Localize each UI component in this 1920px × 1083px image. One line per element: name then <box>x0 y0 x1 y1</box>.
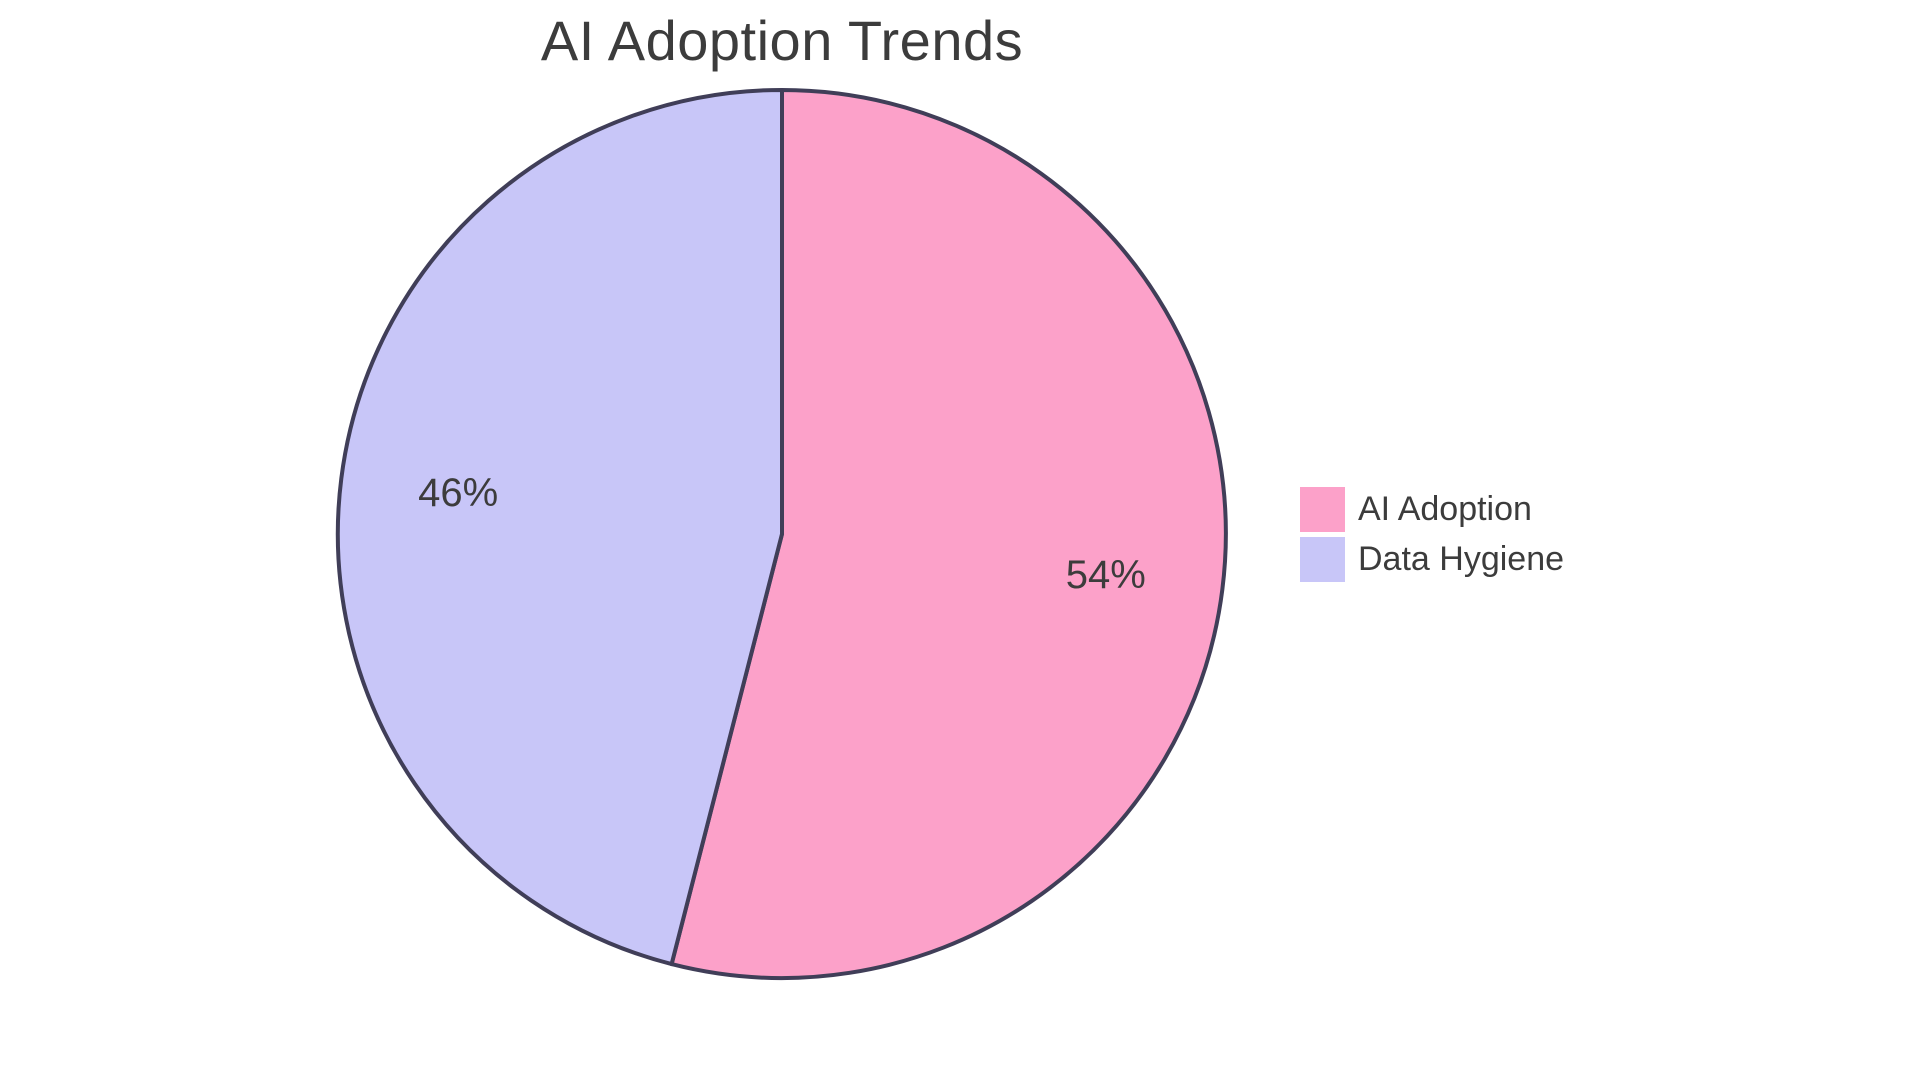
pie-slice-data-hygiene <box>335 88 784 967</box>
legend-label-ai-adoption: AI Adoption <box>1358 490 1532 528</box>
slice-value-label-data-hygiene: 46% <box>418 471 498 515</box>
legend-swatch-ai-adoption <box>1300 487 1345 532</box>
chart-title: AI Adoption Trends <box>540 9 1024 72</box>
pie-slice-ai-adoption <box>669 88 1228 980</box>
slice-value-label-ai-adoption: 54% <box>1066 553 1146 597</box>
legend-swatch-data-hygiene <box>1300 537 1345 582</box>
legend-label-data-hygiene: Data Hygiene <box>1358 540 1565 578</box>
legend-item-ai-adoption: AI Adoption <box>1300 487 1564 532</box>
legend-item-data-hygiene: Data Hygiene <box>1300 537 1564 582</box>
legend: AI Adoption Data Hygiene <box>1300 487 1564 582</box>
